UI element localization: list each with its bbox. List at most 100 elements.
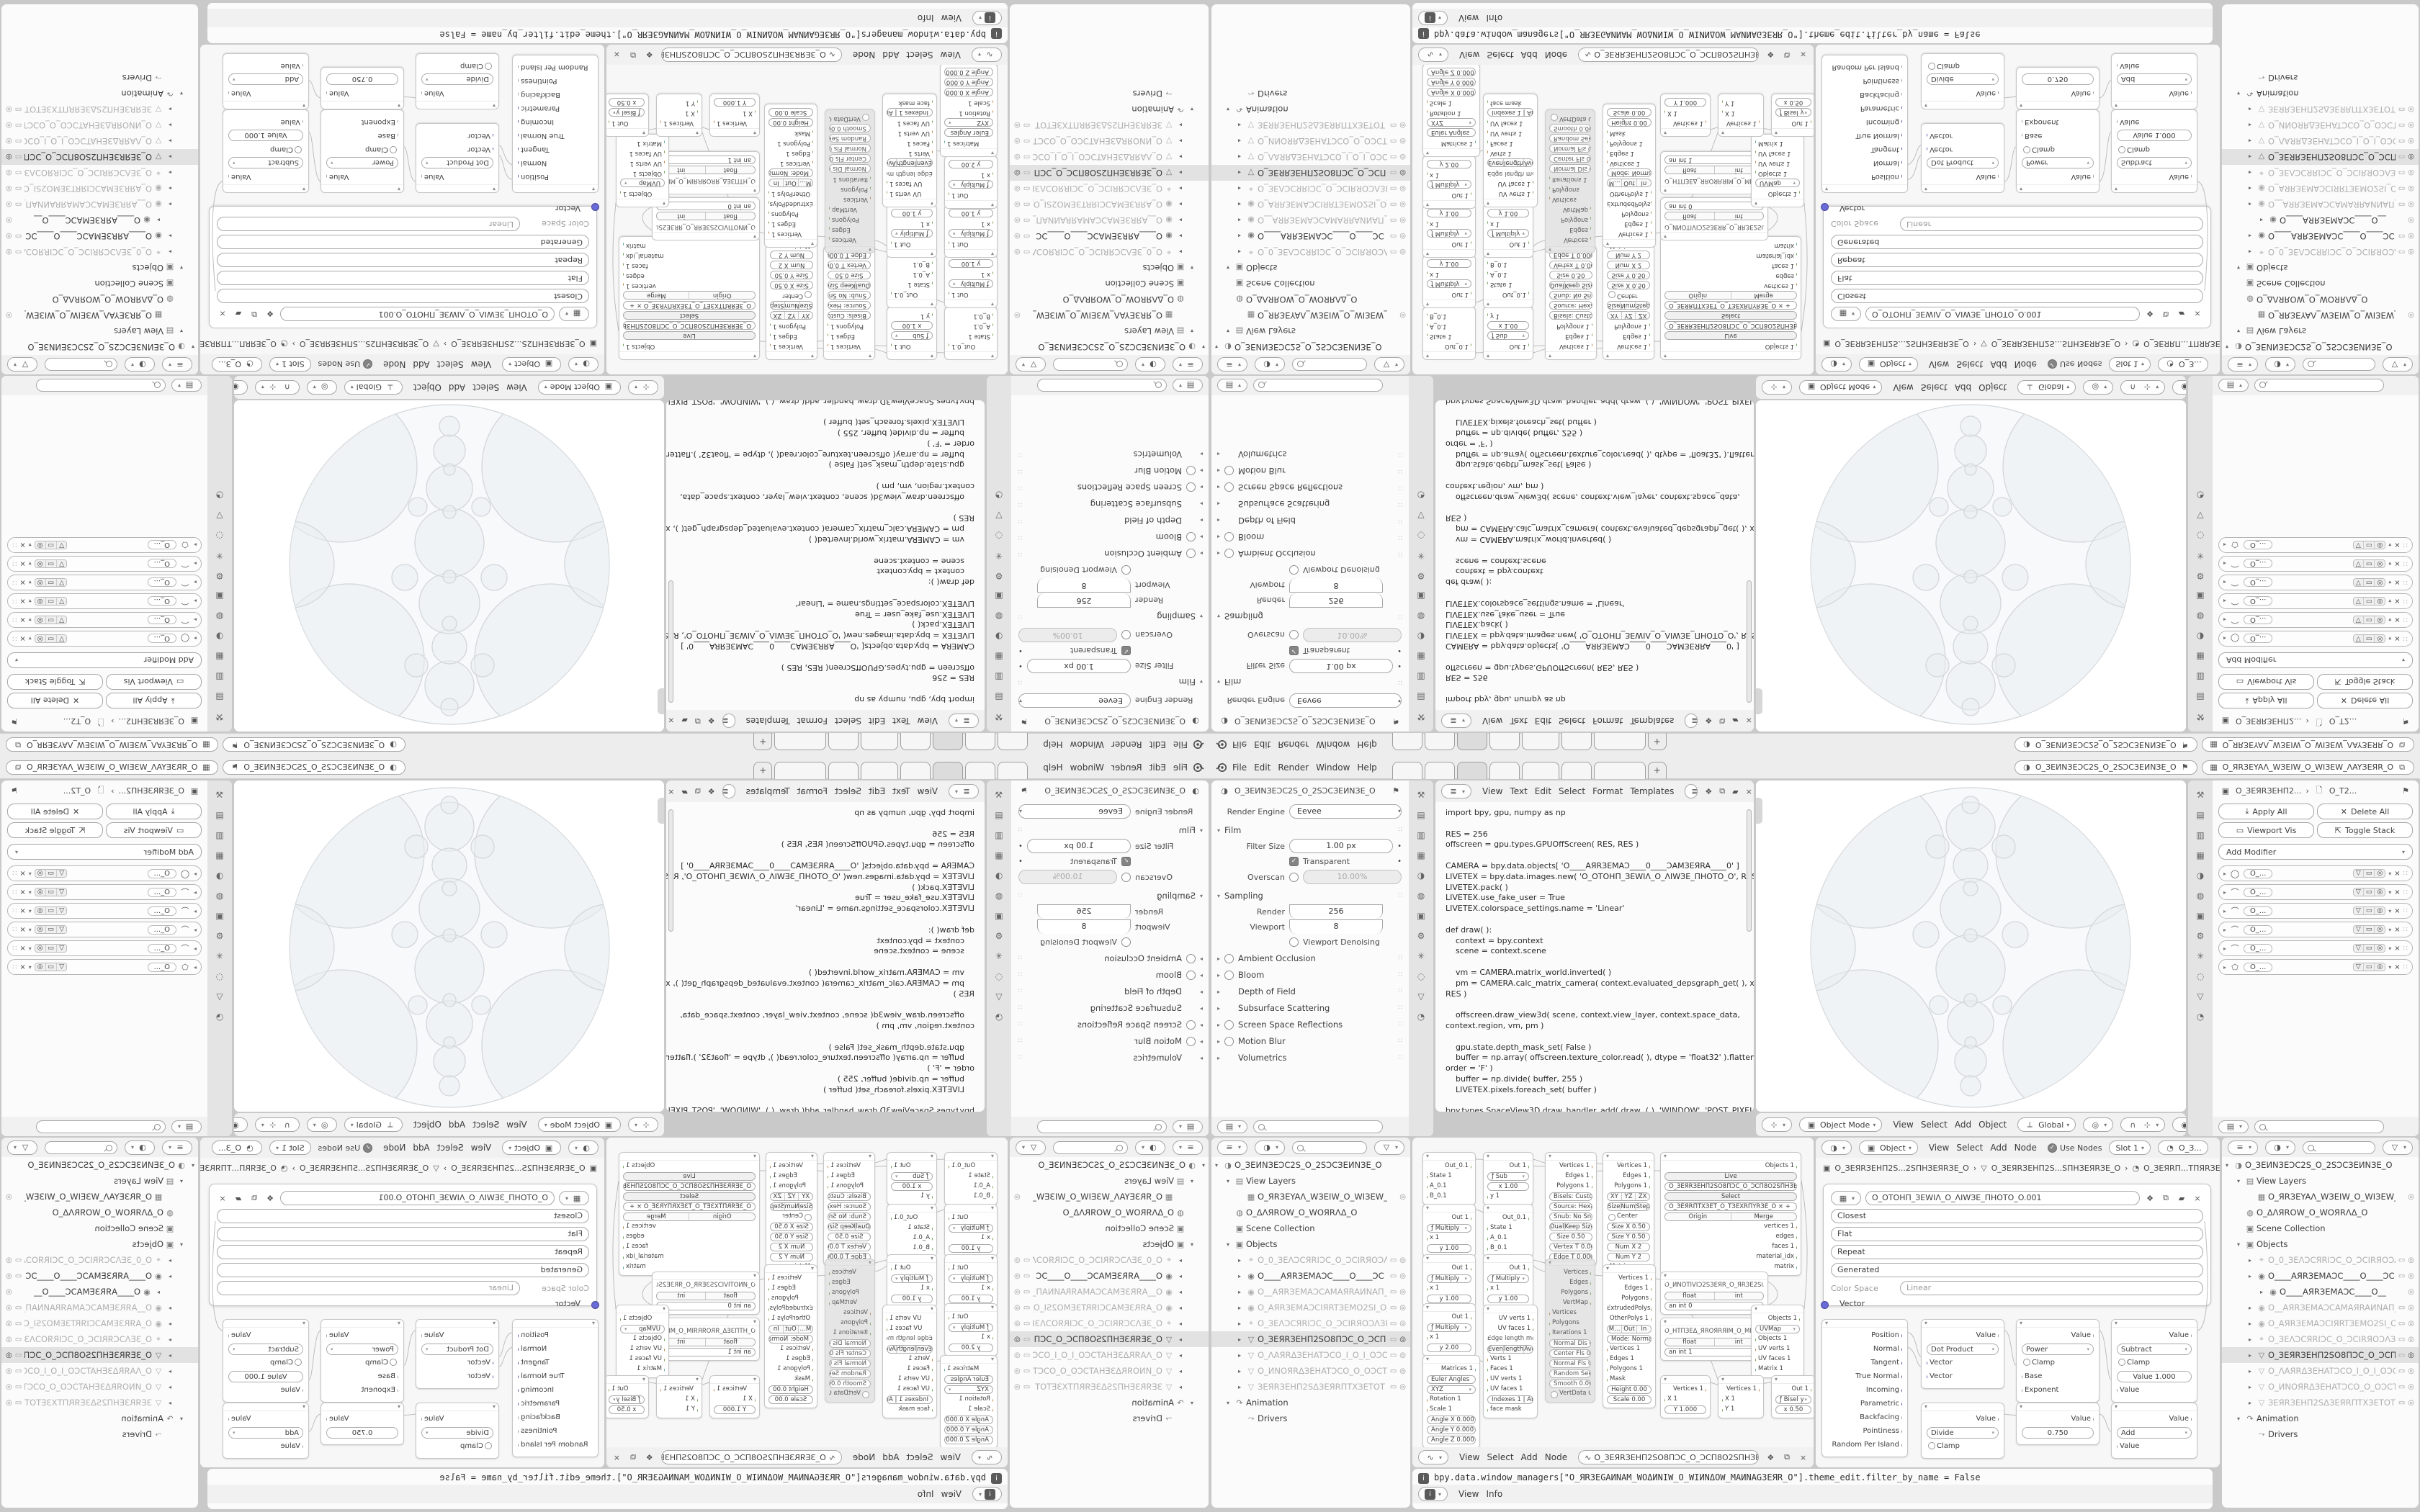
disable-render-icon[interactable]: ◎ <box>6 153 12 161</box>
drag-grip-icon[interactable]: ∷ <box>12 578 17 587</box>
expand-arrow-icon[interactable]: ▸ <box>2248 233 2251 240</box>
outliner-row[interactable]: ▣ Scene Collection ▭ ◎ <box>1211 1220 1410 1236</box>
expand-arrow-icon[interactable]: ▸ <box>1179 217 1183 224</box>
node-row-out[interactable]: Vertices 1 <box>1607 341 1650 350</box>
text-menu-item[interactable]: Templates <box>1630 716 1675 726</box>
render-samples-field[interactable]: 256 <box>1289 904 1383 919</box>
close-icon[interactable]: × <box>613 50 620 60</box>
shader-menu-item[interactable]: Node <box>383 1143 406 1153</box>
workspace-tab[interactable] <box>861 761 899 779</box>
node-row-in[interactable]: Scale 1 <box>1427 1405 1476 1414</box>
node-menu-item[interactable]: View <box>1459 1452 1480 1462</box>
expand-arrow-icon[interactable]: ▸ <box>193 907 197 914</box>
node-row-in[interactable]: x 1 <box>1427 219 1471 228</box>
expand-arrow-icon[interactable]: ▾ <box>2225 1161 2228 1169</box>
expand-arrow-icon[interactable]: ▸ <box>2248 169 2251 176</box>
node-row-field[interactable]: Smooth 0.00 <box>1549 124 1591 132</box>
node-row-field[interactable]: Y 1.000 <box>714 98 756 107</box>
expand-arrow-icon[interactable]: ▸ <box>1179 1351 1183 1359</box>
node-row-in[interactable]: Base <box>2022 130 2094 141</box>
node-row-out[interactable]: Pointiness <box>518 1426 593 1437</box>
pin-icon[interactable]: ⚑ <box>2402 716 2409 726</box>
outliner-row[interactable]: ▸ ▽ ЗEЯRЗEHП2SΔЗEЯRПTXЗETOT ▭ ◎ <box>1211 117 1410 133</box>
node-row-in[interactable]: x 1 <box>1427 269 1471 278</box>
graph-node[interactable]: ▾Out 1ƒ Subx 1.00y 1 <box>1483 307 1533 360</box>
code-line[interactable]: context.region, vm, pm ) <box>1446 482 1544 492</box>
section-checkbox[interactable] <box>1224 970 1234 980</box>
node-row-field[interactable]: Height 0.00 <box>768 118 813 127</box>
folder-icon[interactable]: ▰ <box>681 716 688 726</box>
viewport-menu-item[interactable]: Add <box>1954 1120 1972 1130</box>
disable-render-icon[interactable]: ◎ <box>2408 1382 2414 1391</box>
disable-render-icon[interactable]: ◎ <box>2408 137 2414 145</box>
outliner-item-label[interactable]: O____AЯRЗEMAƆC____O____ƆC <box>2268 1271 2395 1281</box>
outliner-row[interactable]: ▸ ▽ ЗEЯRЗEHП2SΔЗEЯRПTXЗETOT ▭ ◎ <box>1010 117 1209 133</box>
node-row-field[interactable]: Size X 0.50 <box>1607 281 1650 289</box>
outliner-row[interactable]: ⤳ Drivers ▭ ◎ <box>2222 70 2419 86</box>
outliner-row[interactable]: ▸ ▽ O_ИNOЯRΔЗEHATƆCO_O_OƆCT ▭ ◎ <box>1010 1363 1209 1379</box>
expand-arrow-icon[interactable]: ▸ <box>2248 1272 2251 1279</box>
node-row-btnw[interactable]: Select <box>1664 1192 1797 1201</box>
node-row-in[interactable]: A_0.1 <box>949 1182 993 1191</box>
hide-viewport-icon[interactable]: ▭ <box>1023 1287 1031 1296</box>
node-row-out[interactable]: Value <box>326 1413 398 1425</box>
node-row-out[interactable]: Objects 1 <box>1664 341 1797 350</box>
outliner-item-label[interactable]: O_ЯRЗEYAΛ_WЗEIW_O_WIЗEW_ <box>2268 310 2396 320</box>
node-row-out[interactable]: Parametric <box>518 102 593 114</box>
node-row-sel[interactable]: Bisels: Custom <box>828 1192 871 1201</box>
viewport-menu-item[interactable]: Add <box>1954 382 1972 392</box>
outliner-item-label[interactable]: Animation <box>2257 89 2299 99</box>
node-row-out[interactable]: Out_0.1 <box>1487 1214 1529 1223</box>
graph-node[interactable]: ▾Out 1ƒ Multiplyx 1y 2.00 <box>944 1303 998 1356</box>
node-row-field[interactable]: Angle Z 0.000 <box>1427 68 1476 76</box>
node-row-in[interactable]: Value <box>2117 60 2192 71</box>
disable-render-icon[interactable]: ◎ <box>6 1303 12 1312</box>
disable-render-icon[interactable]: ◎ <box>2408 1287 2414 1296</box>
filter-options-dropdown[interactable]: ▽ ▾ <box>2382 357 2413 372</box>
node-collapse-icon[interactable]: ▾ <box>2017 184 2099 192</box>
expand-arrow-icon[interactable]: ▸ <box>1237 1336 1241 1343</box>
properties-tab-icon[interactable]: ▣ <box>995 911 1003 921</box>
properties-search-input[interactable] <box>1036 379 1167 392</box>
node-row-in[interactable]: UV verts 1 <box>1755 1345 1800 1354</box>
node-row-in[interactable]: B_0.1 <box>1427 1192 1471 1201</box>
node-row-out[interactable]: Value <box>421 1413 493 1425</box>
outliner-row[interactable]: ▸ ▽ O_ИNOЯRΔЗEHATƆCO_O_OƆCT ▭ ◎ <box>1010 133 1209 149</box>
node-row-in[interactable]: X 1 <box>1722 1395 1760 1404</box>
properties-tab-icon[interactable]: ◔ <box>1417 490 1425 500</box>
folder-icon[interactable]: ▰ <box>2178 1193 2185 1203</box>
expand-arrow-icon[interactable]: ▸ <box>2223 926 2227 933</box>
node-row-out[interactable]: Polygons 1 <box>770 321 813 330</box>
expand-arrow-icon[interactable]: ▸ <box>2223 945 2227 952</box>
outliner-row[interactable]: ▣ Scene Collection ▭ ◎ <box>2222 1220 2419 1236</box>
node-row-btns[interactable]: Dual Keep Size <box>828 281 871 289</box>
properties-search-input[interactable] <box>1253 379 1384 392</box>
node-row-out[interactable]: VertMap <box>1549 1299 1591 1308</box>
properties-tab-icon[interactable]: ▣ <box>1417 591 1425 601</box>
outliner-item-label[interactable]: O_ЗEИNЗEƆC2S_O_2SƆCЗEИNЗE_O <box>2245 342 2393 352</box>
node-row-out[interactable]: Vertices 1 <box>1549 341 1592 350</box>
code-line[interactable]: bpy.types.SpaceView3D.draw_handler_add( … <box>1446 400 1754 406</box>
outliner-item-label[interactable]: Scene Collection <box>1105 279 1174 289</box>
node-row-in[interactable]: x 1 <box>1487 1284 1529 1293</box>
node-row-out[interactable]: OtherPolys 1 <box>1607 1315 1652 1323</box>
extras-dropdown-icon[interactable]: ▾ <box>28 888 32 896</box>
node-row-sel[interactable]: Source: Hexahedron <box>1549 301 1592 310</box>
shader-type-selector[interactable]: ▣ Object ▾ <box>1859 1140 1918 1155</box>
graph-node[interactable]: ▾ValuePowerClampBaseExponent <box>321 109 404 193</box>
overscan-field[interactable]: 10.00% <box>1303 870 1402 884</box>
drag-grip-icon[interactable]: ∷ <box>1017 892 1022 899</box>
hide-viewport-icon[interactable]: ▭ <box>14 153 22 161</box>
node-row-sel[interactable]: Divide <box>421 73 493 85</box>
graph-node[interactable]: ▾ Position Normal Tangent True Normal Incomin… <box>1821 1319 1908 1457</box>
properties-tab-icon[interactable]: ◌ <box>2196 531 2205 541</box>
node-row-field[interactable]: Indexes 1 | All <box>1487 1395 1533 1404</box>
source-select[interactable]: Generated <box>1831 1263 2203 1277</box>
properties-tab-icon[interactable]: ▣ <box>2196 911 2205 921</box>
modifier-name-field[interactable]: O_... <box>147 634 176 644</box>
node-collapse-icon[interactable]: ▾ <box>1484 199 1537 207</box>
outliner-item-label[interactable]: Objects <box>132 263 163 273</box>
disable-render-icon[interactable]: ◎ <box>6 1335 12 1344</box>
disable-render-icon[interactable]: ◎ <box>6 1319 12 1328</box>
